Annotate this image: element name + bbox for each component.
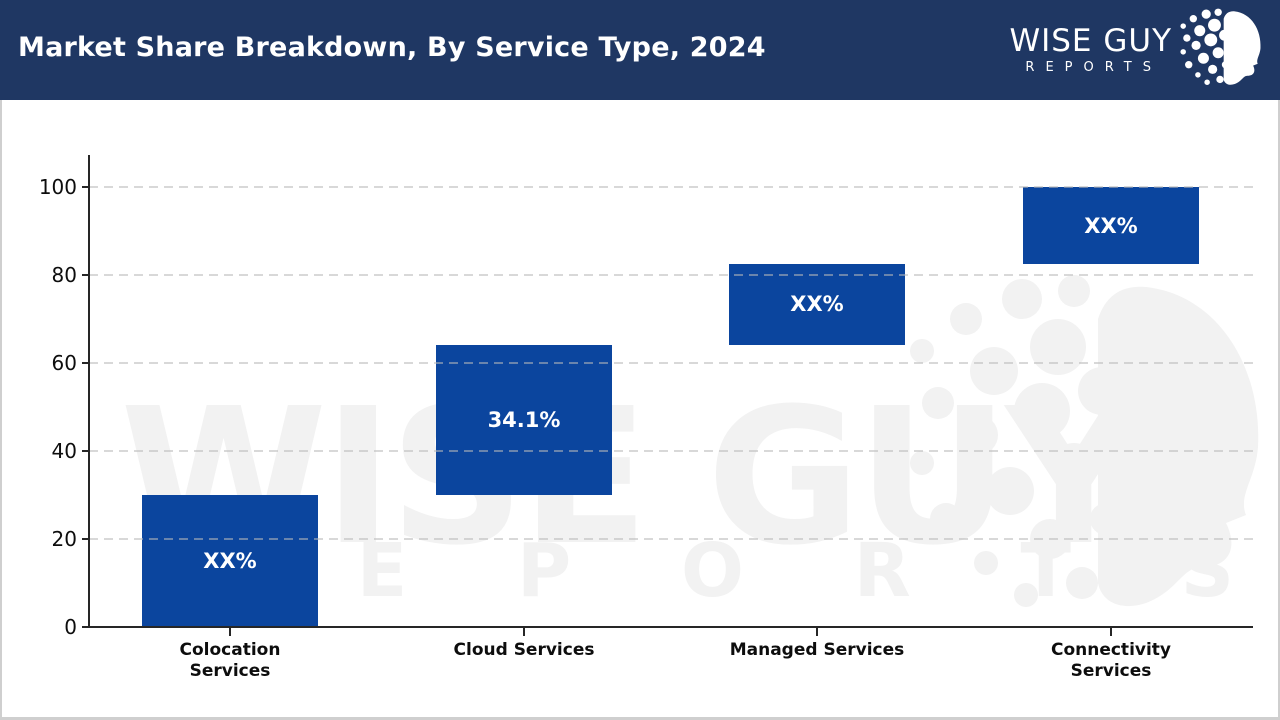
bar-value-label: 34.1% [487, 407, 561, 432]
gridline-20 [89, 538, 1253, 540]
y-tick-label-80: 80 [51, 263, 77, 287]
y-tick-mark-40 [82, 450, 90, 452]
bar-connectivity-services: XX% [1023, 187, 1199, 264]
bar-colocation-services: XX% [142, 495, 318, 627]
y-tick-label-40: 40 [51, 439, 77, 463]
x-tick-mark-1 [229, 628, 231, 636]
logo-subtitle: REPORTS [1025, 59, 1163, 75]
bar-value-label: XX% [790, 292, 844, 317]
bar-managed-services: XX% [729, 264, 905, 345]
y-tick-mark-0 [82, 626, 90, 628]
y-tick-label-0: 0 [64, 615, 77, 639]
page-title: Market Share Breakdown, By Service Type,… [18, 31, 766, 63]
x-tick-mark-2 [523, 628, 525, 636]
x-axis-label-cloud-services: Cloud Services [453, 640, 595, 660]
bar-cloud-services: 34.1% [436, 344, 612, 495]
logo-wordmark: WISE GUY [1009, 23, 1172, 60]
gridline-80 [89, 274, 1253, 276]
x-axis-label-colocation-services: Colocation Services [179, 640, 281, 682]
gridline-40 [89, 450, 1253, 452]
y-tick-label-100: 100 [38, 175, 77, 199]
bar-value-label: XX% [1084, 213, 1138, 238]
y-tick-mark-20 [82, 538, 90, 540]
y-tick-label-20: 20 [51, 527, 77, 551]
y-tick-label-60: 60 [51, 351, 77, 375]
x-axis-label-connectivity-services: Connectivity Services [1050, 640, 1172, 682]
x-tick-mark-4 [1110, 628, 1112, 636]
x-axis-label-managed-services: Managed Services [729, 640, 905, 660]
watermark-face-icon [910, 275, 1259, 607]
y-tick-mark-80 [82, 274, 90, 276]
logo-face-icon [1180, 8, 1261, 85]
logo-text: WISE GUY REPORTS [1009, 25, 1172, 75]
y-tick-mark-100 [82, 186, 90, 188]
y-axis [88, 155, 90, 628]
bar-value-label: XX% [203, 549, 257, 573]
x-axis [88, 626, 1253, 628]
x-tick-mark-3 [816, 628, 818, 636]
gridline-60 [89, 362, 1253, 364]
header-bar: Market Share Breakdown, By Service Type,… [0, 0, 1280, 100]
wise-guy-reports-logo: WISE GUY REPORTS [1009, 6, 1266, 94]
gridline-100 [89, 186, 1253, 188]
y-tick-mark-60 [82, 362, 90, 364]
